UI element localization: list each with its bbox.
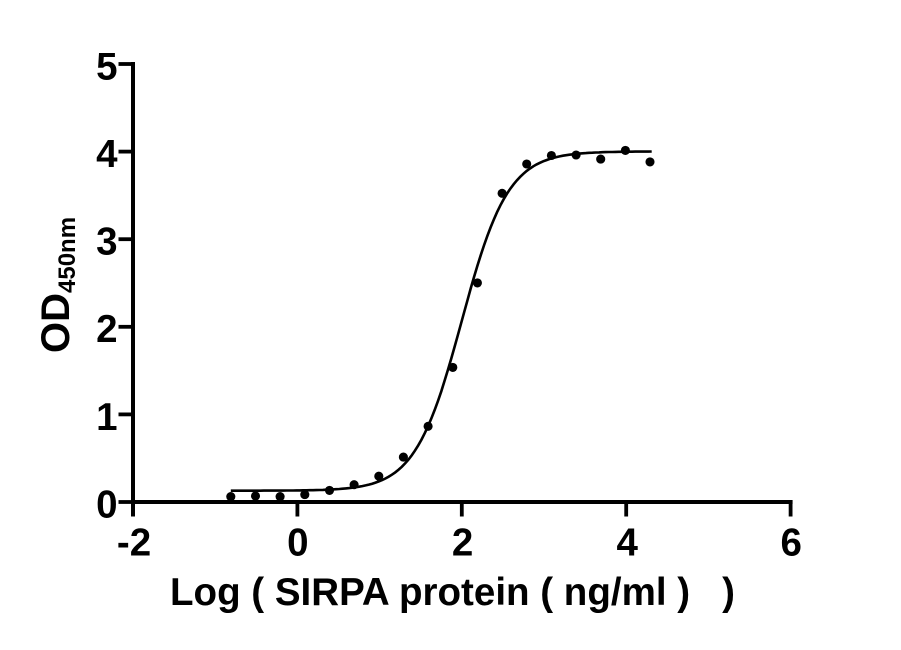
svg-text:-2: -2 [117, 522, 151, 565]
svg-text:Log ( SIRPA protein ( ng/ml ): Log ( SIRPA protein ( ng/ml ) ) [170, 571, 735, 614]
svg-text:4: 4 [96, 133, 118, 176]
svg-text:0: 0 [287, 522, 308, 565]
svg-text:5: 5 [96, 45, 117, 88]
svg-text:3: 3 [96, 221, 117, 264]
svg-text:6: 6 [780, 522, 801, 565]
svg-text:0: 0 [96, 483, 117, 526]
svg-text:4: 4 [616, 522, 638, 565]
svg-text:OD450nm: OD450nm [34, 217, 81, 353]
svg-text:2: 2 [96, 308, 117, 351]
svg-text:2: 2 [452, 522, 473, 565]
svg-text:1: 1 [96, 396, 117, 439]
